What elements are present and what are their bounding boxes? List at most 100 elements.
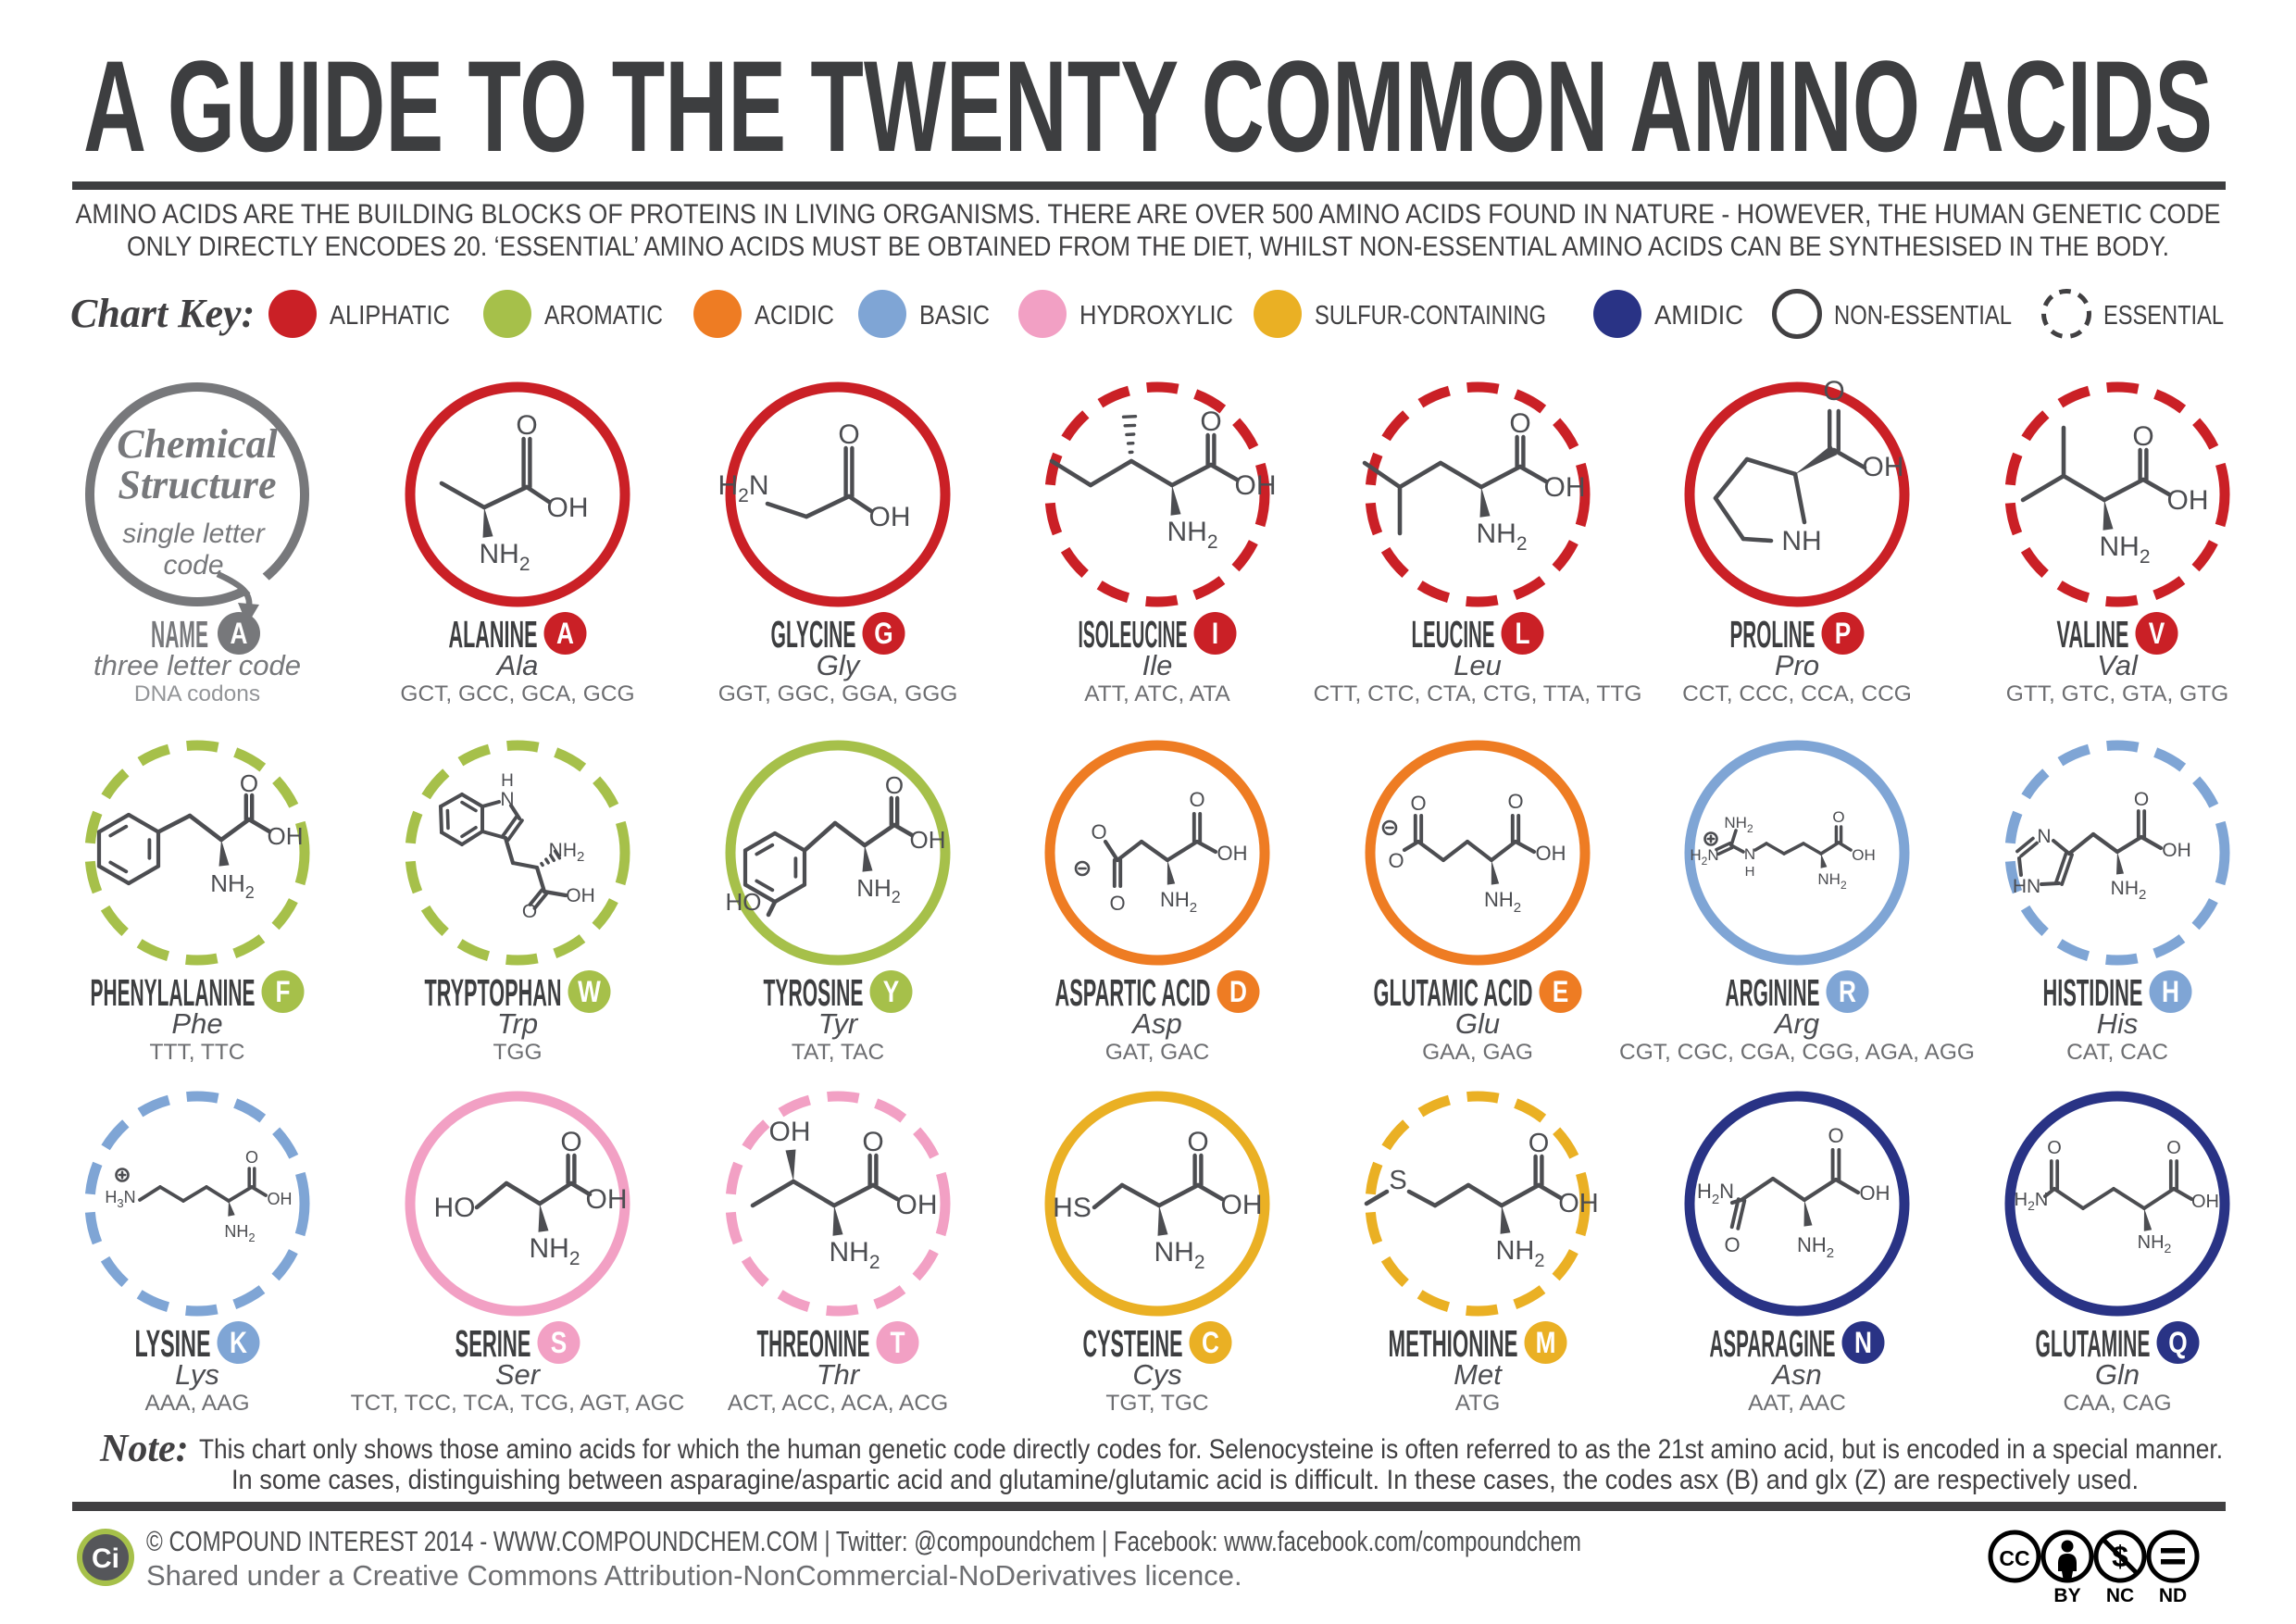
svg-text:O: O [1109, 892, 1125, 915]
svg-text:C: C [1202, 1328, 1219, 1360]
svg-text:TRYPTOPHAN: TRYPTOPHAN [425, 971, 562, 1014]
svg-text:NC: NC [2106, 1585, 2134, 1606]
svg-text:NH2: NH2 [1484, 888, 1521, 916]
svg-text:OH: OH [1544, 472, 1586, 503]
svg-text:TTT, TTC: TTT, TTC [150, 1040, 245, 1065]
svg-text:O: O [1529, 1129, 1550, 1158]
svg-text:L: L [1515, 618, 1529, 651]
svg-text:M: M [1536, 1328, 1556, 1360]
svg-text:H3N: H3N [105, 1188, 135, 1210]
svg-text:OH: OH [896, 1190, 938, 1220]
svg-text:© COMPOUND INTEREST 2014 - WWW: © COMPOUND INTEREST 2014 - WWW.COMPOUNDC… [146, 1525, 1581, 1557]
svg-text:N: N [500, 789, 514, 810]
svg-text:S: S [551, 1328, 568, 1360]
svg-text:NH2: NH2 [856, 874, 901, 906]
svg-text:Trp: Trp [497, 1007, 538, 1040]
svg-text:HISTIDINE: HISTIDINE [2043, 971, 2143, 1014]
svg-text:OH: OH [1217, 842, 1248, 865]
svg-text:Chemical: Chemical [117, 421, 278, 467]
svg-text:TGT, TGC: TGT, TGC [1105, 1391, 1208, 1416]
svg-text:In some cases, distinguishing: In some cases, distinguishing between as… [231, 1465, 2139, 1495]
svg-text:METHIONINE: METHIONINE [1389, 1322, 1518, 1365]
svg-text:Gln: Gln [2095, 1358, 2140, 1391]
svg-text:ATT, ATC, ATA: ATT, ATC, ATA [1084, 681, 1230, 706]
svg-text:Cys: Cys [1132, 1358, 1181, 1391]
svg-text:Tyr: Tyr [818, 1007, 859, 1040]
svg-text:O: O [838, 419, 859, 450]
svg-text:G: G [874, 618, 892, 651]
svg-text:O: O [1200, 406, 1221, 437]
svg-text:O: O [2166, 1138, 2181, 1158]
svg-text:NH2: NH2 [829, 1237, 880, 1273]
svg-text:ALANINE: ALANINE [449, 613, 538, 656]
svg-text:NH2: NH2 [1160, 888, 1197, 916]
svg-text:ND: ND [2159, 1585, 2187, 1606]
svg-text:PHENYLALANINE: PHENYLALANINE [91, 971, 256, 1014]
svg-text:O: O [1828, 1124, 1843, 1147]
svg-text:N: N [1744, 845, 1755, 863]
svg-text:ARGININE: ARGININE [1726, 971, 1820, 1014]
svg-text:NAME: NAME [151, 613, 208, 656]
svg-text:Note:: Note: [99, 1428, 189, 1470]
svg-text:O: O [2132, 421, 2153, 452]
svg-text:N: N [2037, 826, 2051, 847]
svg-text:OH: OH [2167, 485, 2209, 516]
svg-text:Ile: Ile [1142, 649, 1173, 681]
svg-text:P: P [1835, 618, 1852, 651]
svg-text:OH: OH [1852, 846, 1876, 864]
svg-text:OH: OH [1536, 842, 1566, 865]
svg-text:GAT, GAC: GAT, GAC [1105, 1040, 1210, 1065]
svg-text:O: O [240, 769, 258, 797]
svg-text:AMINO ACIDS ARE THE BUILDING B: AMINO ACIDS ARE THE BUILDING BLOCKS OF P… [76, 199, 2221, 230]
svg-text:BY: BY [2053, 1585, 2080, 1606]
svg-text:NH2: NH2 [1724, 814, 1753, 835]
svg-text:AMIDIC: AMIDIC [1654, 301, 1743, 331]
svg-text:DNA codons: DNA codons [134, 681, 260, 706]
svg-text:T: T [890, 1328, 905, 1360]
svg-text:CAT, CAC: CAT, CAC [2066, 1040, 2168, 1065]
svg-text:Chart Key:: Chart Key: [70, 291, 255, 336]
svg-text:D: D [1229, 977, 1247, 1009]
svg-text:OH: OH [2191, 1192, 2219, 1212]
svg-text:TCT, TCC, TCA, TCG, AGT, AGC: TCT, TCC, TCA, TCG, AGT, AGC [351, 1391, 685, 1416]
svg-text:NH2: NH2 [549, 840, 585, 865]
svg-text:TYROSINE: TYROSINE [764, 971, 864, 1014]
svg-text:VALINE: VALINE [2057, 613, 2129, 656]
svg-text:Y: Y [883, 977, 900, 1009]
svg-text:GLUTAMIC ACID: GLUTAMIC ACID [1374, 971, 1533, 1014]
svg-text:A GUIDE TO THE TWENTY COMMON A: A GUIDE TO THE TWENTY COMMON AMINO ACIDS [83, 33, 2213, 179]
svg-text:BASIC: BASIC [919, 301, 990, 331]
svg-text:OH: OH [1235, 470, 1277, 501]
svg-text:CYSTEINE: CYSTEINE [1083, 1322, 1183, 1365]
svg-text:OH: OH [566, 885, 595, 906]
svg-text:HYDROXYLIC: HYDROXYLIC [1079, 301, 1233, 331]
svg-text:NH2: NH2 [1476, 518, 1527, 555]
svg-text:CGT, CGC, CGA, CGG, AGA, AGG: CGT, CGC, CGA, CGG, AGA, AGG [1619, 1040, 1975, 1065]
svg-text:ESSENTIAL: ESSENTIAL [2103, 301, 2224, 331]
svg-text:OH: OH [1558, 1189, 1599, 1218]
svg-text:Shared under a Creative Common: Shared under a Creative Commons Attribut… [146, 1559, 1242, 1592]
svg-text:NON-ESSENTIAL: NON-ESSENTIAL [1834, 301, 2012, 331]
svg-text:ACT, ACC, ACA, ACG: ACT, ACC, ACA, ACG [728, 1391, 948, 1416]
svg-text:O: O [1410, 792, 1426, 815]
svg-text:SERINE: SERINE [455, 1322, 531, 1365]
svg-text:This chart only shows those am: This chart only shows those amino acids … [199, 1434, 2223, 1465]
svg-text:NH2: NH2 [1495, 1236, 1544, 1271]
svg-text:CC: CC [1999, 1546, 2029, 1570]
svg-text:OH: OH [910, 826, 946, 854]
svg-text:TAT, TAC: TAT, TAC [792, 1040, 884, 1065]
svg-text:NH2: NH2 [224, 1222, 255, 1244]
svg-text:GLYCINE: GLYCINE [771, 613, 856, 656]
svg-text:ASPARAGINE: ASPARAGINE [1710, 1322, 1836, 1365]
svg-text:O: O [1189, 788, 1204, 811]
svg-text:HS: HS [1053, 1193, 1092, 1223]
svg-text:Asn: Asn [1770, 1358, 1821, 1391]
svg-text:W: W [578, 977, 601, 1009]
svg-text:Q: Q [2168, 1328, 2187, 1360]
svg-text:ISOLEUCINE: ISOLEUCINE [1079, 613, 1188, 656]
svg-text:CCT, CCC, CCA, CCG: CCT, CCC, CCA, CCG [1682, 681, 1912, 706]
svg-text:ATG: ATG [1455, 1391, 1501, 1416]
svg-text:NH2: NH2 [1167, 517, 1217, 553]
svg-text:H: H [501, 771, 514, 791]
svg-text:O: O [1507, 790, 1523, 813]
